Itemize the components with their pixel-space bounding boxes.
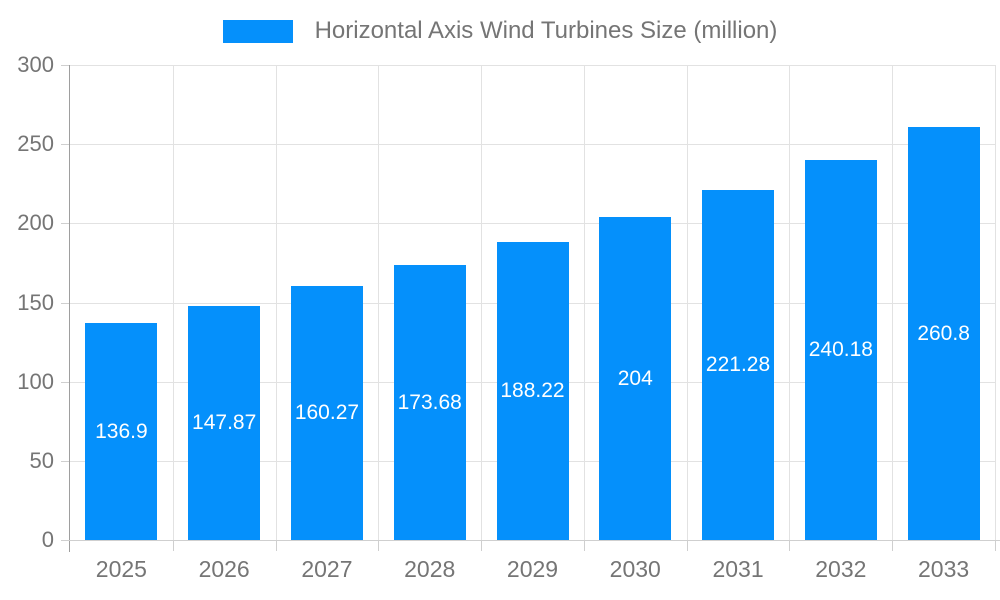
x-axis-label-2031: 2031 <box>712 556 764 582</box>
y-axis-line <box>69 65 70 552</box>
bar-2028[interactable]: 173.68 <box>393 265 466 540</box>
plot-area: 136.9 147.87 160.27 173.68 188.22 204 221.28 24… <box>61 65 1000 552</box>
bar-value-label-2028: 173.68 <box>397 390 462 414</box>
y-axis-tick-300 <box>61 65 69 66</box>
y-axis-tick-250 <box>61 144 69 146</box>
y-axis-tick-200 <box>61 223 69 225</box>
legend-swatch <box>222 19 293 43</box>
bar-value-label-2030: 204 <box>617 366 653 390</box>
x-axis-tick-3 <box>378 541 380 551</box>
bar-value-label-2029: 188.22 <box>500 379 565 402</box>
y-axis-label-200: 200 <box>17 210 54 236</box>
bar-2026[interactable]: 147.87 <box>188 305 261 540</box>
x-axis-label-2025: 2025 <box>95 556 147 582</box>
gridline-x-boundary-3 <box>378 65 380 540</box>
y-axis-label-50: 50 <box>29 447 54 473</box>
gridline-x-boundary-9 <box>995 65 996 540</box>
gridline-y-250 <box>70 144 995 146</box>
bar-value-label-2026: 147.87 <box>192 410 257 434</box>
gridline-x-boundary-6 <box>686 65 688 540</box>
bar-2027[interactable]: 160.27 <box>290 286 363 540</box>
x-axis-label-2030: 2030 <box>609 556 661 582</box>
y-axis-label-150: 150 <box>17 289 54 315</box>
x-axis-label-2029: 2029 <box>506 556 559 582</box>
bar-2029[interactable]: 188.22 <box>496 242 569 540</box>
gridline-x-boundary-5 <box>583 65 585 540</box>
x-axis-label-2032: 2032 <box>815 556 867 582</box>
y-axis-tick-50 <box>61 460 69 462</box>
bar-2030[interactable]: 204 <box>599 217 672 540</box>
y-axis-tick-150 <box>61 302 69 304</box>
x-axis-label-2028: 2028 <box>404 556 456 582</box>
bar-value-label-2027: 160.27 <box>294 401 360 425</box>
bar-2031[interactable]: 221.28 <box>702 189 775 540</box>
bar-value-label-2032: 240.18 <box>808 337 873 361</box>
x-axis-label-2027: 2027 <box>301 556 353 582</box>
gridline-x-boundary-4 <box>481 65 483 540</box>
x-axis-label-2026: 2026 <box>198 556 250 582</box>
x-axis-label-2033: 2033 <box>918 556 970 582</box>
y-axis-label-100: 100 <box>17 368 54 394</box>
y-axis-label-300: 300 <box>17 52 54 77</box>
bar-2025[interactable]: 136.9 <box>85 323 158 540</box>
gridline-x-boundary-7 <box>789 65 791 540</box>
legend-item-series[interactable]: Horizontal Axis Wind Turbines Size (mill… <box>222 17 778 45</box>
bar-2032[interactable]: 240.18 <box>804 159 877 540</box>
legend: Horizontal Axis Wind Turbines Size (mill… <box>0 16 1000 46</box>
y-axis-tick-100 <box>61 381 69 383</box>
x-axis-tick-1 <box>172 541 174 551</box>
gridline-x-boundary-1 <box>172 65 174 540</box>
x-axis-line <box>62 540 1000 541</box>
gridline-x-boundary-2 <box>275 65 277 540</box>
bar-value-label-2033: 260.8 <box>917 321 970 345</box>
y-axis-label-250: 250 <box>17 131 54 157</box>
gridline-y-200 <box>70 223 995 225</box>
bar-value-label-2031: 221.28 <box>705 352 771 376</box>
x-axis-tick-7 <box>789 541 791 551</box>
y-axis-label-0: 0 <box>41 527 54 552</box>
x-axis-tick-4 <box>481 541 483 551</box>
x-axis-tick-2 <box>275 541 277 551</box>
bar-value-label-2025: 136.9 <box>95 419 148 443</box>
y-axis-tick-0 <box>61 540 69 541</box>
x-axis-tick-8 <box>892 541 894 551</box>
gridline-x-boundary-8 <box>892 65 894 540</box>
bar-2033[interactable]: 260.8 <box>907 127 980 540</box>
legend-label: Horizontal Axis Wind Turbines Size (mill… <box>314 17 778 44</box>
x-axis-tick-9 <box>995 541 996 551</box>
x-axis-tick-6 <box>686 541 688 551</box>
x-axis-tick-5 <box>583 541 585 551</box>
gridline-y-300 <box>70 65 995 66</box>
